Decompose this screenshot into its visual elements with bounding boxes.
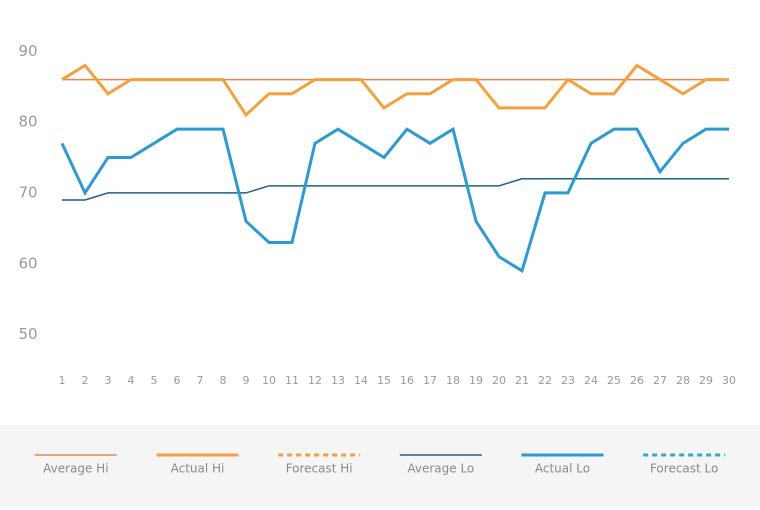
legend-band xyxy=(0,425,760,507)
x-tick-label: 19 xyxy=(469,374,483,387)
x-tick-label: 2 xyxy=(82,374,89,387)
x-tick-label: 29 xyxy=(699,374,713,387)
x-tick-label: 10 xyxy=(262,374,276,387)
x-tick-label: 6 xyxy=(174,374,181,387)
x-tick-label: 28 xyxy=(676,374,690,387)
x-tick-label: 21 xyxy=(515,374,529,387)
x-tick-label: 24 xyxy=(584,374,598,387)
y-tick-label: 50 xyxy=(18,325,37,343)
y-tick-label: 90 xyxy=(18,42,37,60)
legend-label: Forecast Lo xyxy=(650,462,718,476)
x-tick-label: 18 xyxy=(446,374,460,387)
x-tick-label: 13 xyxy=(331,374,345,387)
x-tick-label: 26 xyxy=(630,374,644,387)
x-tick-label: 23 xyxy=(561,374,575,387)
series-line xyxy=(62,178,729,201)
x-tick-label: 16 xyxy=(400,374,414,387)
series-line xyxy=(60,126,729,274)
x-tick-label: 1 xyxy=(59,374,66,387)
x-tick-label: 25 xyxy=(607,374,621,387)
x-tick-label: 7 xyxy=(197,374,204,387)
x-tick-label: 20 xyxy=(492,374,506,387)
x-tick-label: 17 xyxy=(423,374,437,387)
x-tick-label: 3 xyxy=(105,374,112,387)
legend-label: Average Hi xyxy=(43,462,108,476)
x-tick-label: 27 xyxy=(653,374,667,387)
y-tick-label: 80 xyxy=(18,113,37,131)
x-tick-label: 15 xyxy=(377,374,391,387)
legend-label: Average Lo xyxy=(407,462,474,476)
legend-label: Forecast Hi xyxy=(286,462,353,476)
x-tick-label: 11 xyxy=(285,374,299,387)
x-tick-label: 8 xyxy=(220,374,227,387)
x-tick-label: 30 xyxy=(722,374,736,387)
legend-label: Actual Lo xyxy=(535,462,590,476)
x-tick-label: 12 xyxy=(308,374,322,387)
x-tick-label: 22 xyxy=(538,374,552,387)
x-tick-label: 14 xyxy=(354,374,368,387)
legend-label: Actual Hi xyxy=(171,462,225,476)
x-tick-label: 5 xyxy=(151,374,158,387)
x-tick-label: 9 xyxy=(243,374,250,387)
series-line xyxy=(61,63,729,118)
y-tick-label: 70 xyxy=(18,183,37,201)
y-tick-label: 60 xyxy=(18,254,37,272)
x-tick-label: 4 xyxy=(128,374,135,387)
